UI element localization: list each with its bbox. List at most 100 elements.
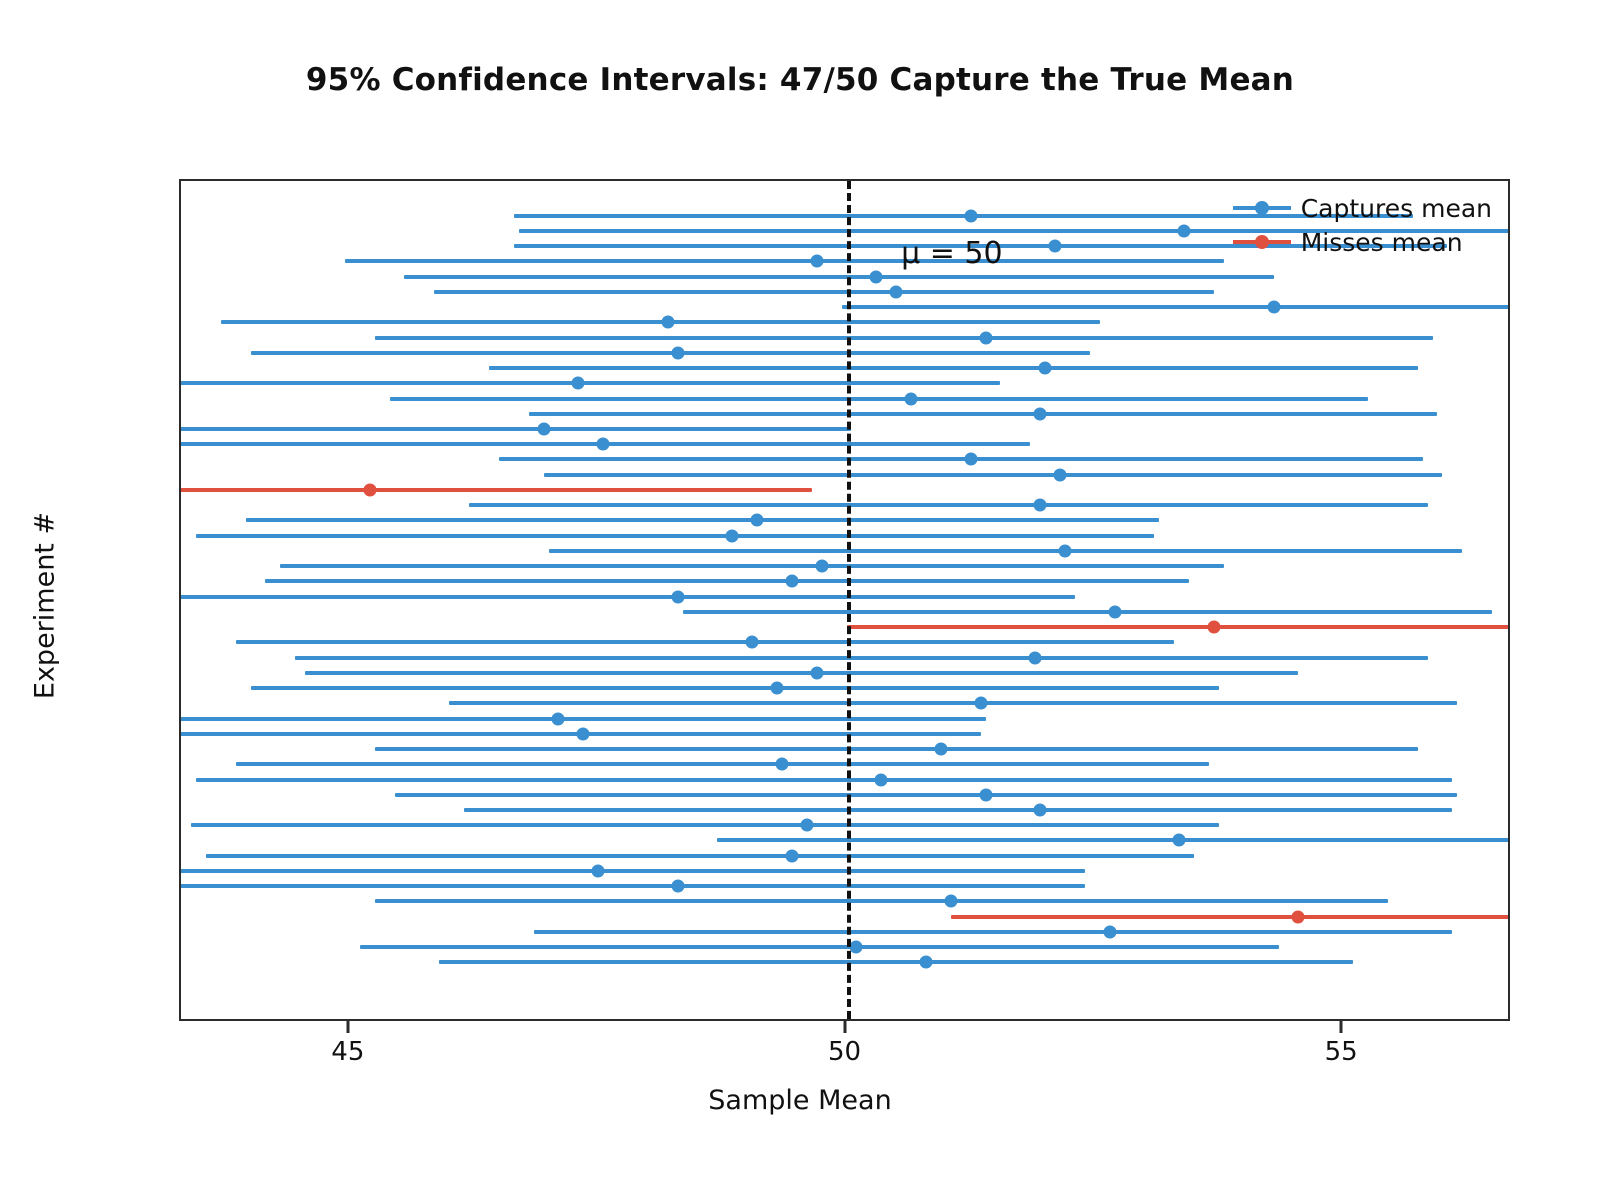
sample-mean-point <box>869 270 883 284</box>
interval-bar <box>205 853 1195 858</box>
interval-bar <box>265 579 1190 584</box>
sample-mean-point <box>919 955 933 969</box>
sample-mean-point <box>874 773 888 786</box>
interval-bar <box>374 335 1433 340</box>
confidence-interval-row <box>205 849 1195 863</box>
confidence-interval-row <box>235 635 1175 649</box>
interval-bar <box>374 899 1388 904</box>
sample-mean-point <box>800 818 814 832</box>
interval-bar <box>181 594 1075 599</box>
sample-mean-point <box>537 422 551 436</box>
interval-bar <box>404 274 1274 279</box>
sample-mean-point <box>964 452 978 466</box>
interval-bar <box>846 625 1508 630</box>
interval-bar <box>181 381 1001 386</box>
confidence-interval-row <box>181 712 986 726</box>
sample-mean-point <box>974 696 988 710</box>
interval-bar <box>717 838 1508 843</box>
confidence-interval-row <box>181 422 852 436</box>
x-axis-tick-label: 45 <box>331 1037 365 1067</box>
interval-bar <box>250 350 1090 355</box>
legend-item-captures[interactable]: Captures mean <box>1232 191 1492 225</box>
confidence-interval-row <box>533 925 1453 939</box>
interval-bar <box>488 366 1418 371</box>
sample-mean-point <box>775 757 789 771</box>
x-axis-tick <box>843 1021 846 1033</box>
line-dot-marker-icon <box>1232 235 1291 249</box>
confidence-interval-row <box>548 544 1463 558</box>
interval-bar <box>181 884 1085 889</box>
sample-mean-point <box>904 392 918 405</box>
confidence-interval-row <box>950 910 1508 924</box>
x-axis: 45 50 55 <box>179 1021 1510 1081</box>
sample-mean-point <box>1291 910 1305 924</box>
sample-mean-point <box>944 894 958 908</box>
interval-bar <box>195 533 1155 538</box>
interval-bar <box>439 960 1354 965</box>
sample-mean-point <box>576 727 590 741</box>
confidence-interval-row <box>181 483 812 497</box>
sample-mean-point <box>1038 361 1052 375</box>
sample-mean-point <box>671 346 685 360</box>
interval-bar <box>245 518 1160 523</box>
sample-mean-point <box>1033 407 1047 421</box>
sample-mean-point <box>591 864 605 878</box>
sample-mean-point <box>979 331 993 345</box>
interval-bar <box>498 457 1423 462</box>
sample-mean-point <box>671 879 685 893</box>
true-mean-reference-line <box>846 181 851 1019</box>
confidence-interval-row <box>469 498 1428 512</box>
confidence-interval-row <box>841 300 1508 314</box>
legend-item-misses[interactable]: Misses mean <box>1232 225 1492 259</box>
confidence-interval-row <box>717 833 1508 847</box>
interval-bar <box>449 701 1458 706</box>
confidence-interval-row <box>464 803 1453 817</box>
confidence-interval-row <box>195 529 1155 543</box>
sample-mean-point <box>1108 605 1122 619</box>
x-axis-tick <box>1339 1021 1343 1033</box>
confidence-interval-row <box>245 513 1160 527</box>
interval-bar <box>389 396 1368 401</box>
x-axis-label: Sample Mean <box>708 1085 892 1116</box>
interval-bar <box>513 244 1448 249</box>
confidence-interval-row <box>250 681 1219 695</box>
sample-mean-point <box>815 559 829 573</box>
interval-bar <box>394 792 1458 797</box>
sample-mean-point <box>1033 498 1047 512</box>
sample-mean-point <box>810 254 824 268</box>
mu-annotation: μ = 50 <box>901 236 1003 272</box>
x-axis-tick-label: 50 <box>827 1037 862 1067</box>
interval-bar <box>841 305 1508 310</box>
interval-bar <box>181 487 812 492</box>
confidence-interval-row <box>181 879 1085 893</box>
sample-mean-point <box>750 513 764 527</box>
confidence-interval-row <box>181 590 1075 604</box>
confidence-interval-row <box>220 315 1100 329</box>
interval-bar <box>181 716 986 721</box>
interval-bar <box>295 655 1428 660</box>
sample-mean-point <box>979 788 993 802</box>
sample-mean-point <box>1172 833 1186 847</box>
sample-mean-point <box>889 285 903 299</box>
interval-bar <box>235 762 1210 767</box>
interval-bar <box>533 929 1453 934</box>
interval-bar <box>518 228 1508 233</box>
interval-bar <box>464 807 1453 812</box>
interval-bar <box>374 747 1418 752</box>
interval-bar <box>528 411 1438 416</box>
confidence-interval-row <box>280 559 1224 573</box>
sample-mean-point <box>785 574 799 588</box>
plot-area: μ = 50 Captures mean Misses mean <box>179 179 1510 1021</box>
confidence-interval-row <box>344 254 1224 268</box>
interval-bar <box>469 503 1428 508</box>
confidence-interval-row <box>394 788 1458 802</box>
line-dot-marker-icon <box>1232 201 1291 215</box>
sample-mean-point <box>363 483 377 497</box>
interval-bar <box>181 426 852 431</box>
sample-mean-point <box>1207 620 1221 634</box>
sample-mean-point <box>810 666 824 680</box>
sample-mean-point <box>1028 651 1042 665</box>
sample-mean-point <box>1053 468 1067 482</box>
confidence-interval-row <box>181 437 1031 451</box>
